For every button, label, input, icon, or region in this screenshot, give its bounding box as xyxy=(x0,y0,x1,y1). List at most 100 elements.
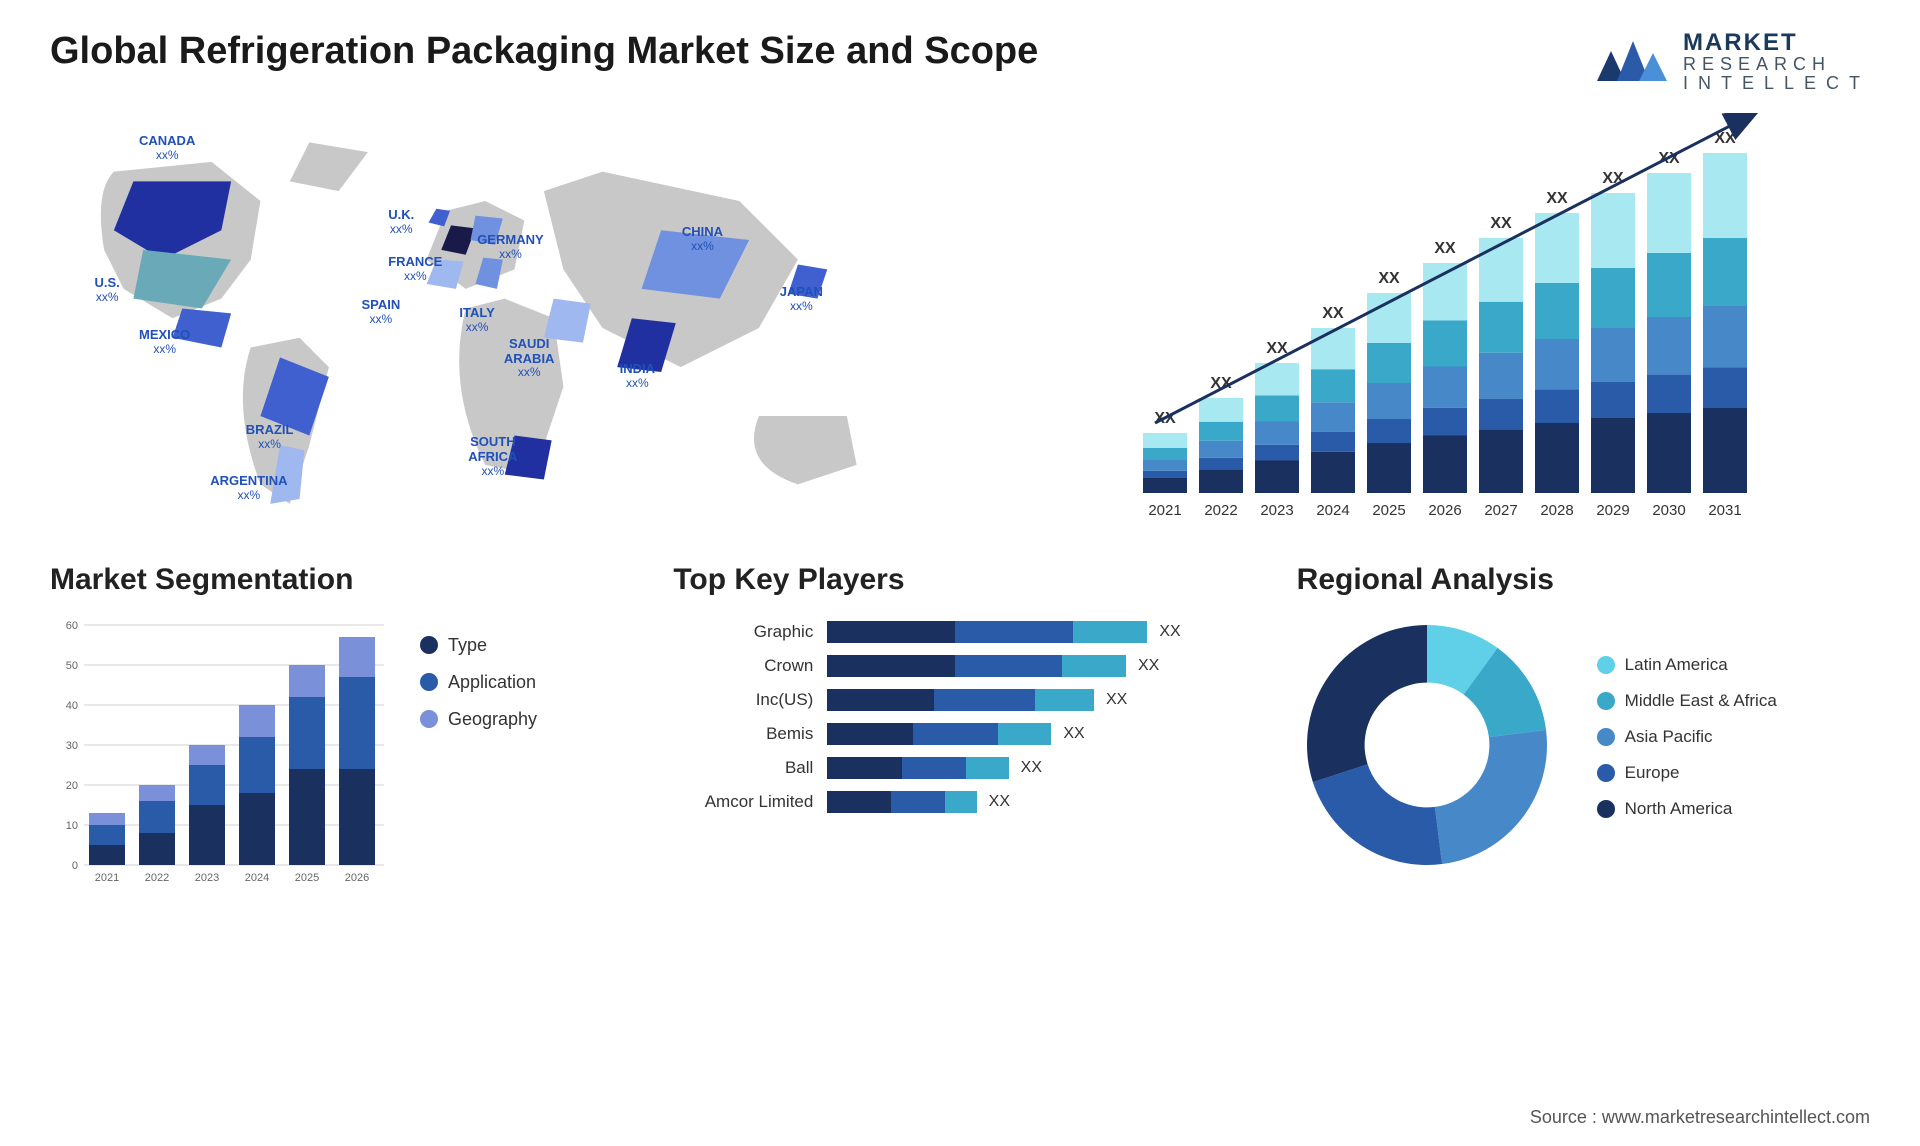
seg-bar xyxy=(339,769,375,865)
kp-label: Graphic xyxy=(673,622,813,642)
kp-bar xyxy=(827,621,1147,643)
main-bar-seg xyxy=(1647,375,1691,413)
kp-bar xyxy=(827,791,976,813)
regional-legend-item: North America xyxy=(1597,799,1777,819)
legend-swatch xyxy=(420,673,438,691)
main-bar-seg xyxy=(1255,395,1299,421)
seg-year: 2022 xyxy=(145,872,169,884)
map-label-u-k-: U.K.xx% xyxy=(388,208,414,237)
source-footer: Source : www.marketresearchintellect.com xyxy=(1530,1107,1870,1128)
brand-text: MARKET RESEARCH INTELLECT xyxy=(1683,30,1870,93)
seg-bar xyxy=(189,765,225,805)
segmentation-legend: Type Application Geography xyxy=(420,615,537,895)
seg-year: 2021 xyxy=(95,872,119,884)
donut-slice xyxy=(1307,625,1427,782)
legend-swatch xyxy=(1597,728,1615,746)
main-bar-seg xyxy=(1255,460,1299,493)
legend-label: Geography xyxy=(448,709,537,730)
header: Global Refrigeration Packaging Market Si… xyxy=(0,0,1920,103)
main-bar-seg xyxy=(1591,418,1635,493)
seg-legend-item: Type xyxy=(420,635,537,656)
main-bar-seg xyxy=(1143,478,1187,493)
brand-mark-icon xyxy=(1597,33,1669,89)
kp-value: XX xyxy=(1159,623,1180,641)
kp-label: Crown xyxy=(673,656,813,676)
legend-label: Asia Pacific xyxy=(1625,727,1713,747)
map-label-italy: ITALYxx% xyxy=(459,306,494,335)
seg-ytick: 30 xyxy=(66,740,78,752)
seg-bar xyxy=(189,745,225,765)
seg-bar xyxy=(239,737,275,793)
kp-bar-seg xyxy=(827,757,902,779)
kp-value: XX xyxy=(1021,759,1042,777)
map-label-canada: CANADAxx% xyxy=(139,134,195,163)
map-label-germany: GERMANYxx% xyxy=(477,233,543,262)
kp-bar-seg xyxy=(827,655,955,677)
main-bar-year: 2030 xyxy=(1652,502,1685,519)
main-bar-seg xyxy=(1703,408,1747,493)
seg-bar xyxy=(139,833,175,865)
main-bar-seg xyxy=(1143,448,1187,460)
main-bar-seg xyxy=(1367,419,1411,443)
regional-legend-item: Asia Pacific xyxy=(1597,727,1777,747)
kp-row: CrownXX xyxy=(673,655,1246,677)
seg-bar xyxy=(89,813,125,825)
main-bar-year: 2026 xyxy=(1428,502,1461,519)
main-bar-seg xyxy=(1535,283,1579,339)
seg-ytick: 10 xyxy=(66,820,78,832)
kp-row: BemisXX xyxy=(673,723,1246,745)
brand-line1: MARKET xyxy=(1683,30,1870,55)
kp-label: Bemis xyxy=(673,724,813,744)
main-bar-seg xyxy=(1199,422,1243,441)
regional-legend: Latin America Middle East & Africa Asia Pa… xyxy=(1597,655,1777,835)
main-bar-seg xyxy=(1199,398,1243,422)
seg-legend-item: Application xyxy=(420,672,537,693)
main-bar-year: 2021 xyxy=(1148,502,1181,519)
legend-swatch xyxy=(420,636,438,654)
main-bar-seg xyxy=(1591,193,1635,268)
world-map: CANADAxx%U.S.xx%MEXICOxx%BRAZILxx%ARGENT… xyxy=(50,113,940,543)
main-bar-year: 2023 xyxy=(1260,502,1293,519)
main-bar-seg xyxy=(1311,452,1355,493)
seg-ytick: 50 xyxy=(66,660,78,672)
main-bar-seg xyxy=(1423,320,1467,366)
kp-row: Amcor Limited XX xyxy=(673,791,1246,813)
regional-legend-item: Latin America xyxy=(1597,655,1777,675)
kp-bar-seg xyxy=(955,655,1062,677)
kp-bar xyxy=(827,757,1008,779)
kp-row: Inc(US)XX xyxy=(673,689,1246,711)
seg-bar xyxy=(139,785,175,801)
main-bar-seg xyxy=(1423,408,1467,436)
seg-bar xyxy=(239,793,275,865)
legend-label: Middle East & Africa xyxy=(1625,691,1777,711)
map-label-india: INDIAxx% xyxy=(620,362,655,391)
seg-bar xyxy=(289,769,325,865)
map-label-saudi-arabia: SAUDIARABIAxx% xyxy=(504,337,555,381)
main-bar-seg xyxy=(1423,366,1467,407)
kp-bar-seg xyxy=(827,791,891,813)
seg-bar xyxy=(89,845,125,865)
kp-bar-seg xyxy=(955,621,1072,643)
main-bar-seg xyxy=(1703,153,1747,238)
donut-slice xyxy=(1434,730,1546,864)
main-bar-seg xyxy=(1255,421,1299,444)
kp-label: Amcor Limited xyxy=(673,792,813,812)
kp-bar-seg xyxy=(998,723,1051,745)
regional-legend-item: Middle East & Africa xyxy=(1597,691,1777,711)
main-bar-seg xyxy=(1591,382,1635,418)
main-bar-seg xyxy=(1479,302,1523,353)
brand-line3: INTELLECT xyxy=(1683,74,1870,93)
kp-bar-seg xyxy=(913,723,998,745)
kp-label: Inc(US) xyxy=(673,690,813,710)
map-label-china: CHINAxx% xyxy=(682,225,723,254)
main-bar-value: XX xyxy=(1378,270,1400,287)
main-bar-seg xyxy=(1703,306,1747,367)
main-bar-seg xyxy=(1143,460,1187,471)
seg-ytick: 60 xyxy=(66,620,78,632)
main-bar-seg xyxy=(1591,268,1635,328)
map-label-brazil: BRAZILxx% xyxy=(246,423,294,452)
map-label-japan: JAPANxx% xyxy=(780,285,823,314)
brand-line2: RESEARCH xyxy=(1683,55,1870,74)
kp-value: XX xyxy=(989,793,1010,811)
segmentation-chart: 0102030405060202120222023202420252026 xyxy=(50,615,390,895)
